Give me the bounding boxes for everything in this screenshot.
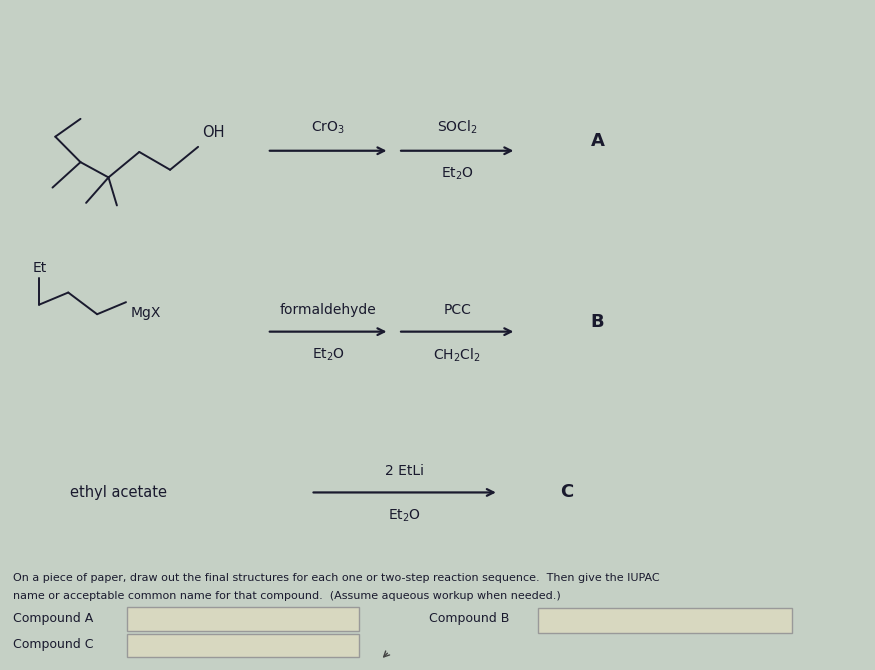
Text: Et$_2$O: Et$_2$O <box>388 507 421 523</box>
Text: Compound C: Compound C <box>13 638 94 651</box>
Text: Et$_2$O: Et$_2$O <box>312 346 345 362</box>
Text: ethyl acetate: ethyl acetate <box>70 485 167 500</box>
Text: MgX: MgX <box>130 306 161 320</box>
Text: Compound A: Compound A <box>13 612 94 625</box>
Text: SOCl$_2$: SOCl$_2$ <box>437 119 478 136</box>
Text: C: C <box>560 484 573 501</box>
Text: Et$_2$O: Et$_2$O <box>441 165 473 182</box>
Text: name or acceptable common name for that compound.  (Assume aqueous workup when n: name or acceptable common name for that … <box>13 592 561 601</box>
Text: CrO$_3$: CrO$_3$ <box>312 120 345 136</box>
Text: PCC: PCC <box>444 303 471 317</box>
Text: 2 EtLi: 2 EtLi <box>385 464 424 478</box>
Bar <box>127 607 359 631</box>
Text: B: B <box>591 313 605 330</box>
Text: OH: OH <box>202 125 225 140</box>
Text: Et: Et <box>32 261 46 275</box>
Bar <box>127 634 359 657</box>
Text: CH$_2$Cl$_2$: CH$_2$Cl$_2$ <box>433 346 481 364</box>
Bar <box>538 608 792 633</box>
Text: Compound B: Compound B <box>429 612 509 625</box>
Text: A: A <box>591 132 605 149</box>
Text: On a piece of paper, draw out the final structures for each one or two-step reac: On a piece of paper, draw out the final … <box>13 573 660 582</box>
Text: formaldehyde: formaldehyde <box>280 303 376 317</box>
